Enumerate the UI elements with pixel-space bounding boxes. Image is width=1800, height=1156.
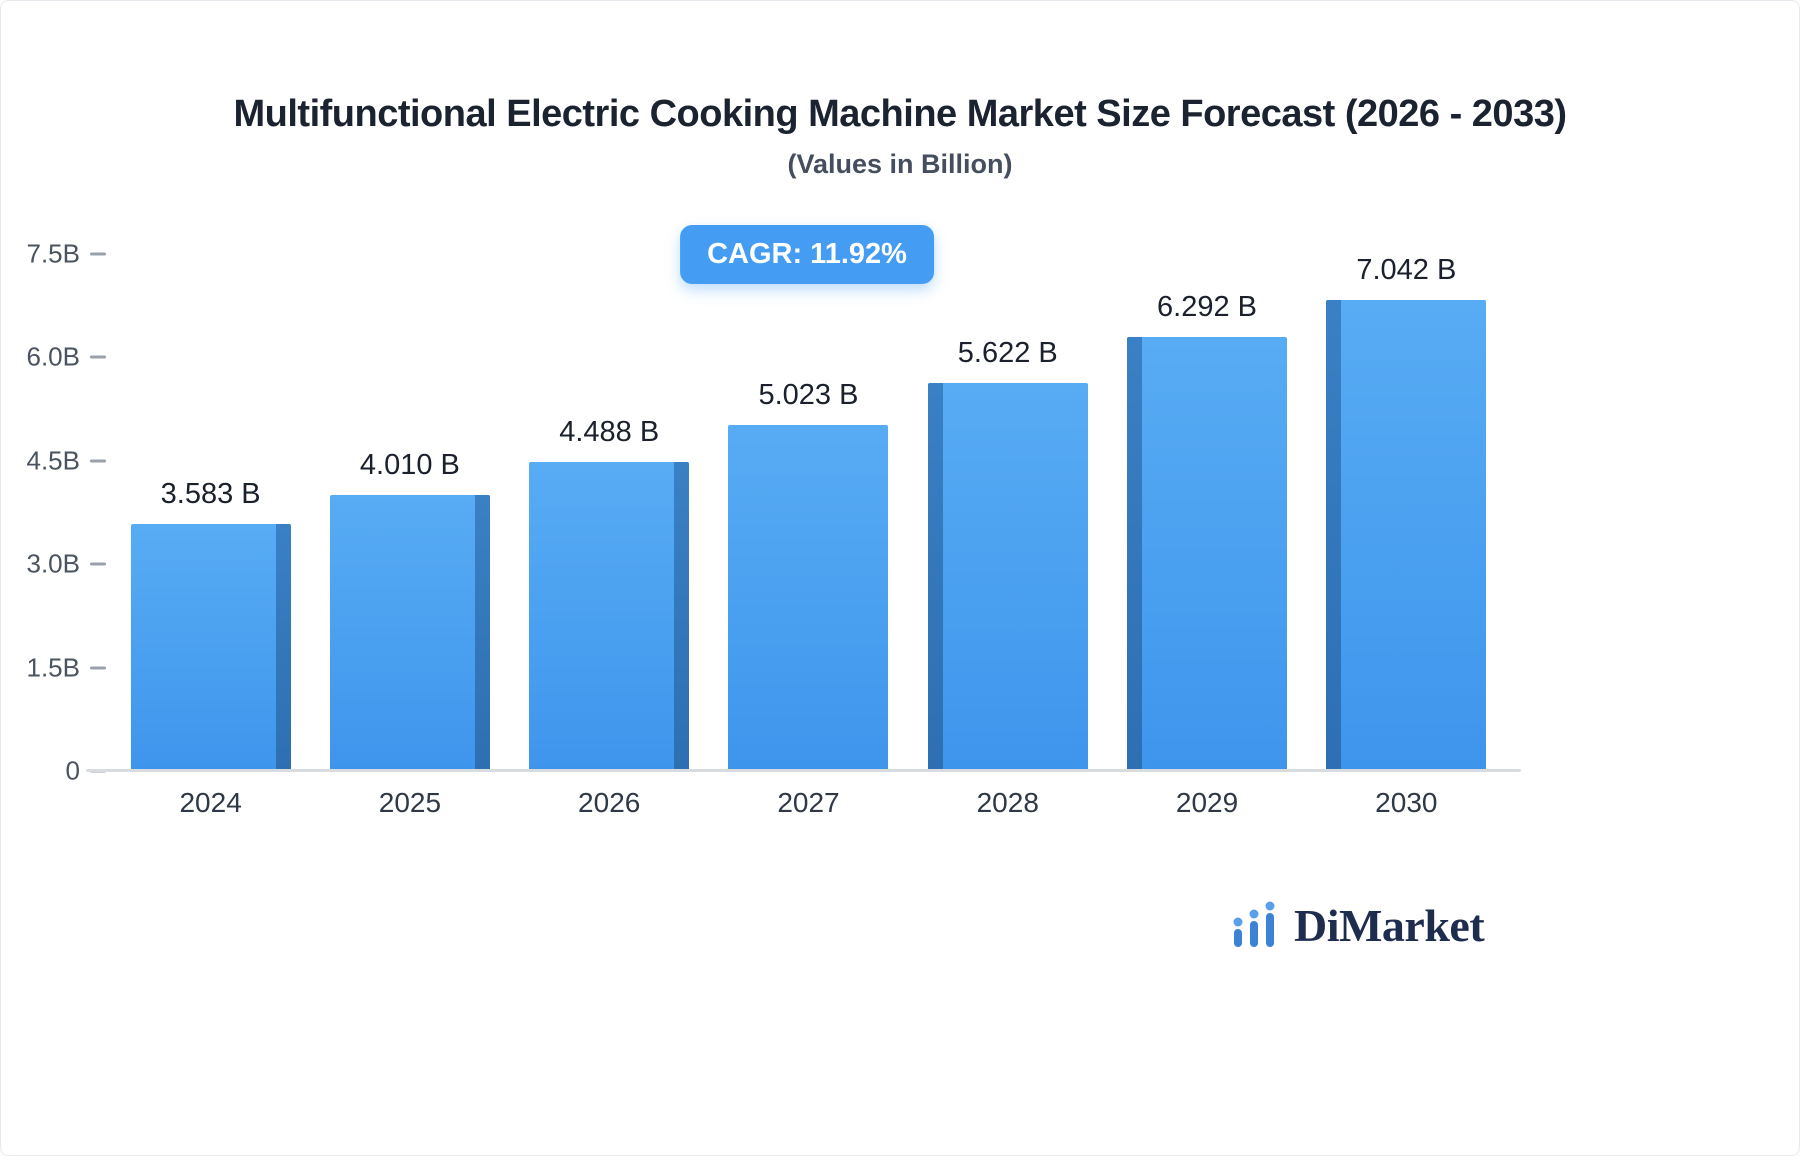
bar-group: 6.292 B	[1107, 254, 1306, 771]
y-tick-mark	[90, 562, 106, 566]
y-tick: 7.5B	[21, 239, 106, 270]
y-tick-mark	[90, 459, 106, 463]
y-tick: 1.5B	[21, 652, 106, 683]
y-tick-label: 4.5B	[26, 445, 81, 476]
bar-2024[interactable]	[130, 524, 291, 771]
x-axis-label: 2030	[1375, 787, 1438, 818]
y-tick-label: 3.0B	[26, 548, 81, 579]
bar-3d-side	[275, 524, 291, 771]
bar-2027[interactable]	[728, 424, 889, 771]
bar-3d-side	[1326, 300, 1342, 771]
bar-2028[interactable]	[927, 383, 1088, 771]
plot-area: 3.583 B 4.010 B 4.488 B 5.023 B 5.622 B 6.292…	[111, 254, 1506, 771]
bar-group: 3.583 B	[111, 254, 310, 771]
y-tick: 3.0B	[21, 549, 106, 580]
y-tick-mark	[90, 355, 106, 359]
bar-group: 4.488 B	[510, 254, 709, 771]
bar-value-label: 7.042 B	[1356, 254, 1457, 286]
bar-2030[interactable]	[1326, 300, 1487, 771]
bar-2026[interactable]	[529, 461, 690, 771]
bar-3d-side	[474, 494, 490, 771]
y-tick-mark	[90, 252, 106, 256]
bar-value-label: 4.488 B	[559, 415, 660, 448]
y-axis: 0 1.5B 3.0B 4.5B 6.0B 7.5B	[21, 239, 106, 786]
bar-group: 7.042 B	[1307, 254, 1506, 771]
cagr-badge: CAGR: 11.92%	[680, 225, 934, 284]
bar-group: 5.622 B	[908, 254, 1107, 771]
y-tick: 4.5B	[21, 445, 106, 476]
bar-2025[interactable]	[329, 494, 490, 771]
y-tick: 6.0B	[21, 342, 106, 373]
bar-group: 4.010 B	[310, 254, 509, 771]
brand-logo: DiMarket	[1229, 899, 1485, 952]
brand-name: DiMarket	[1294, 900, 1485, 951]
y-tick-label: 7.5B	[26, 238, 81, 269]
x-axis-labels: 2024 2025 2026 2027 2028 2029 2030	[111, 787, 1506, 819]
chart-title: Multifunctional Electric Cooking Machine…	[233, 93, 1568, 135]
x-axis-label: 2029	[1175, 787, 1239, 818]
brand-bar-chart-icon	[1233, 901, 1275, 947]
bar-value-label: 6.292 B	[1157, 291, 1258, 324]
x-axis-label: 2024	[179, 787, 242, 818]
chart-subtitle: (Values in Billion)	[787, 149, 1013, 179]
bar-value-label: 3.583 B	[160, 478, 261, 511]
bar-value-label: 5.023 B	[758, 378, 859, 411]
bar-group: 5.023 B	[709, 254, 908, 771]
bar-3d-side	[674, 461, 690, 771]
bar-value-label: 5.622 B	[957, 337, 1058, 370]
x-axis-label: 2028	[976, 787, 1039, 818]
bar-3d-side	[927, 383, 943, 771]
y-tick-mark	[90, 666, 106, 670]
bar-2029[interactable]	[1127, 337, 1288, 771]
y-tick-label: 6.0B	[26, 341, 81, 372]
x-axis-label: 2026	[578, 787, 641, 818]
y-tick-label: 1.5B	[26, 652, 81, 683]
y-tick-label: 0	[65, 755, 80, 786]
bar-3d-side	[1127, 337, 1143, 771]
x-axis-label: 2025	[378, 787, 442, 818]
x-axis-label: 2027	[777, 787, 840, 818]
x-axis-baseline	[86, 769, 1521, 772]
bar-value-label: 4.010 B	[359, 448, 460, 481]
